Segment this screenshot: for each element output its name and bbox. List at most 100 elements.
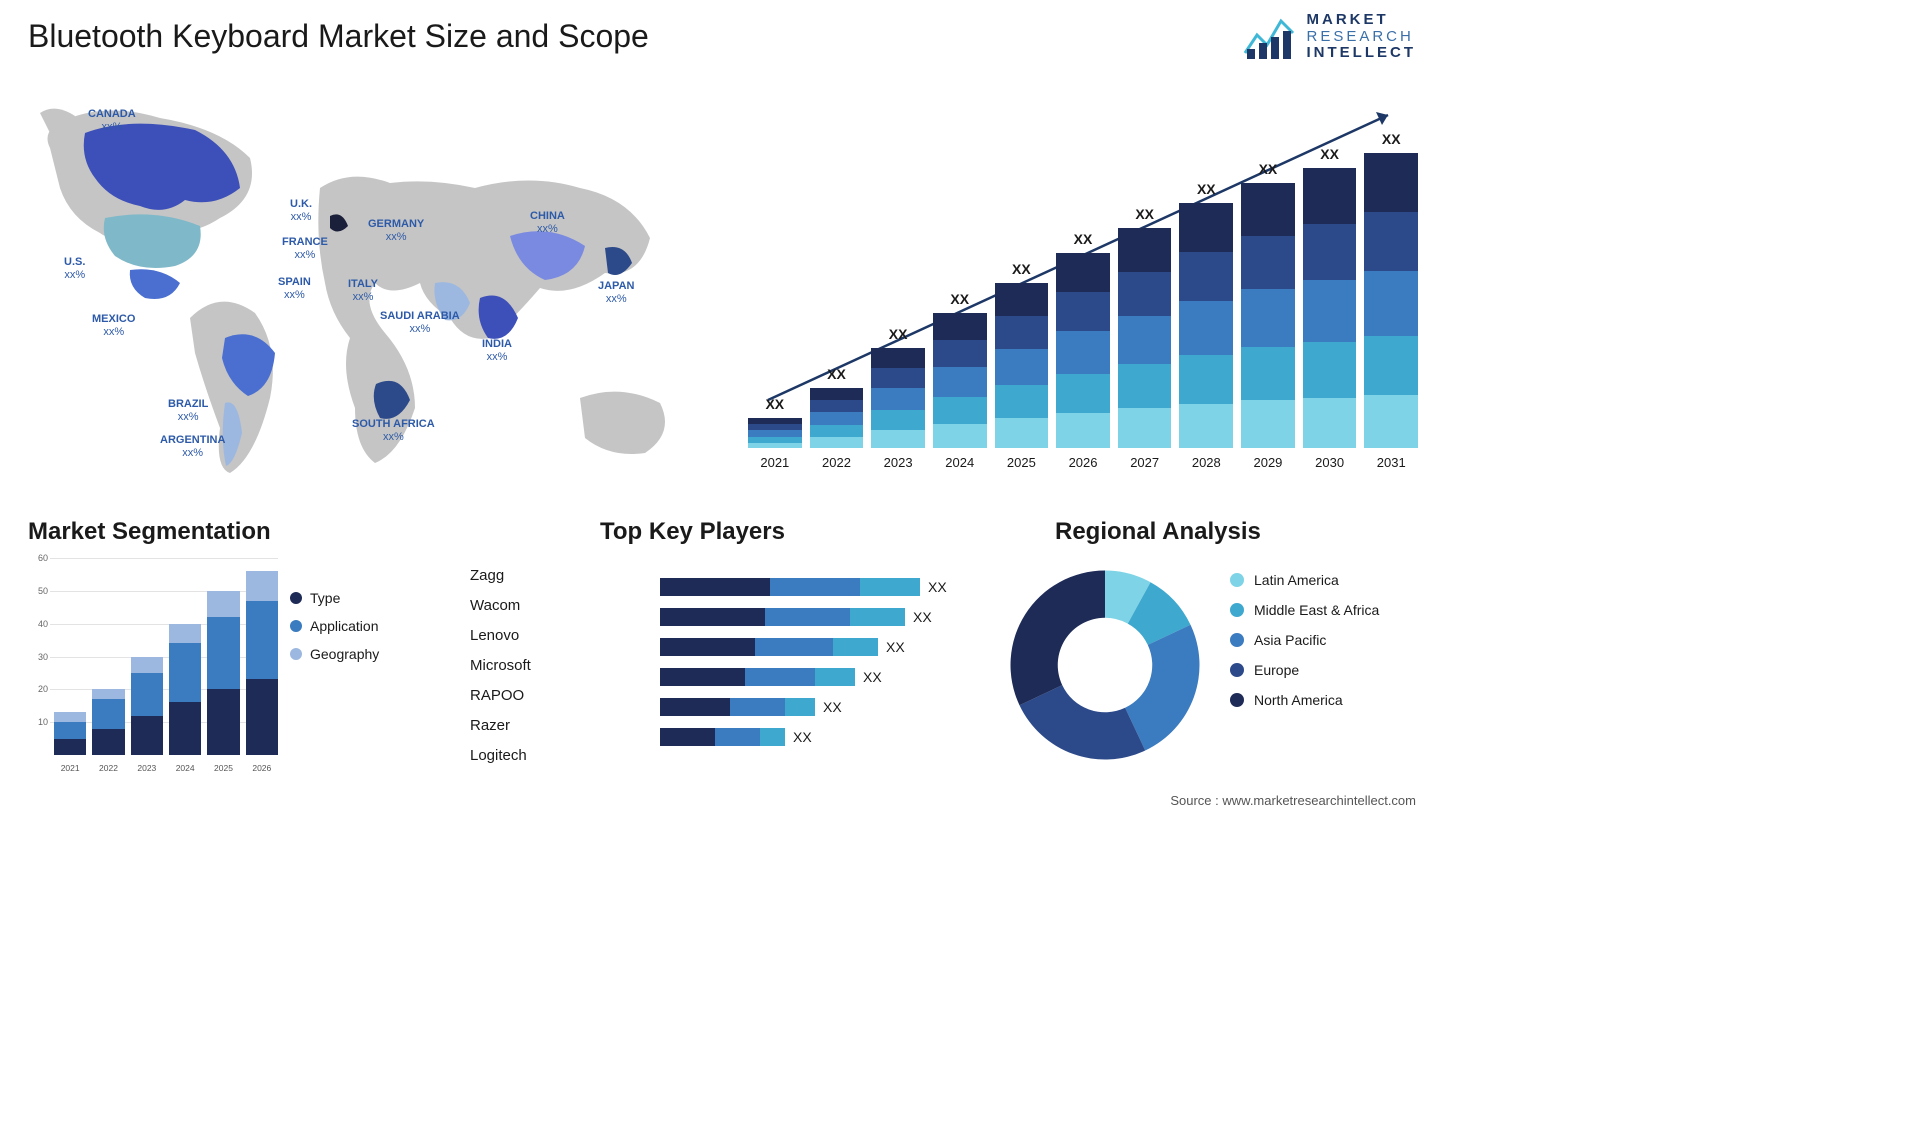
seg-ytick: 40 [38, 619, 48, 629]
map-us [104, 214, 201, 268]
kp-bar-row: XX [660, 662, 980, 692]
seg-legend-item: Application [290, 618, 379, 634]
main-bar-2025: XX [995, 283, 1049, 448]
kp-name: Logitech [470, 740, 531, 770]
kp-name: Razer [470, 710, 531, 740]
map-label-japan: JAPANxx% [598, 280, 634, 306]
seg-bar-2023 [131, 657, 163, 755]
regional-legend-label: Latin America [1254, 572, 1339, 588]
kp-bar-value: XX [928, 579, 947, 595]
kp-bar-value: XX [823, 699, 842, 715]
seg-ytick: 30 [38, 652, 48, 662]
legend-dot-icon [290, 648, 302, 660]
map-label-uk: U.K.xx% [290, 198, 312, 224]
kp-name: Microsoft [470, 650, 531, 680]
seg-ytick: 60 [38, 553, 48, 563]
main-bar-2027: XX [1118, 228, 1172, 448]
seg-legend-label: Geography [310, 646, 379, 662]
main-bar-2021: XX [748, 418, 802, 448]
main-bar-2029: XX [1241, 183, 1295, 448]
regional-legend-label: Europe [1254, 662, 1299, 678]
kp-name: RAPOO [470, 680, 531, 710]
main-bar-value-label: XX [765, 396, 784, 412]
map-label-us: U.S.xx% [64, 256, 85, 282]
seg-xaxis-label: 2023 [131, 763, 163, 773]
seg-xaxis-label: 2026 [246, 763, 278, 773]
map-label-brazil: BRAZILxx% [168, 398, 208, 424]
seg-xaxis-label: 2022 [92, 763, 124, 773]
main-xaxis-label: 2030 [1303, 455, 1357, 470]
legend-dot-icon [1230, 693, 1244, 707]
main-bar-2026: XX [1056, 253, 1110, 448]
logo-line1: MARKET [1307, 12, 1417, 29]
map-label-china: CHINAxx% [530, 210, 565, 236]
logo-line2: RESEARCH [1307, 29, 1417, 46]
logo-mark-icon [1243, 13, 1297, 61]
main-bar-value-label: XX [1012, 261, 1031, 277]
main-bar-2028: XX [1179, 203, 1233, 448]
segmentation-title: Market Segmentation [28, 518, 271, 546]
map-label-argentina: ARGENTINAxx% [160, 434, 225, 460]
seg-bar-2025 [207, 591, 239, 755]
main-bar-value-label: XX [1382, 131, 1401, 147]
legend-dot-icon [1230, 573, 1244, 587]
kp-bar-row: XX [660, 722, 980, 752]
seg-ytick: 20 [38, 684, 48, 694]
seg-legend-item: Type [290, 590, 379, 606]
main-bar-2024: XX [933, 313, 987, 448]
legend-dot-icon [290, 620, 302, 632]
map-label-saudiarabia: SAUDI ARABIAxx% [380, 310, 460, 336]
map-mexico [130, 269, 180, 299]
seg-xaxis-label: 2025 [207, 763, 239, 773]
seg-bar-2024 [169, 624, 201, 755]
regional-legend-item: Latin America [1230, 572, 1379, 588]
main-bar-value-label: XX [1135, 206, 1154, 222]
legend-dot-icon [1230, 663, 1244, 677]
regional-title: Regional Analysis [1055, 518, 1261, 546]
regional-legend-label: Asia Pacific [1254, 632, 1326, 648]
kp-bar-value: XX [913, 609, 932, 625]
seg-ytick: 10 [38, 717, 48, 727]
main-bar-value-label: XX [1320, 146, 1339, 162]
key-players-bars: XX XX XX XX XX XX [660, 572, 980, 752]
map-label-southafrica: SOUTH AFRICAxx% [352, 418, 435, 444]
seg-xaxis-label: 2024 [169, 763, 201, 773]
seg-bar-2021 [54, 712, 86, 755]
kp-bar-row: XX [660, 602, 980, 632]
main-xaxis-label: 2029 [1241, 455, 1295, 470]
main-xaxis-label: 2026 [1056, 455, 1110, 470]
donut-slice [1011, 571, 1106, 706]
regional-legend-label: Middle East & Africa [1254, 602, 1379, 618]
main-xaxis-label: 2027 [1118, 455, 1172, 470]
kp-name: Zagg [470, 560, 531, 590]
main-xaxis-label: 2031 [1364, 455, 1418, 470]
regional-legend-item: Middle East & Africa [1230, 602, 1379, 618]
map-label-india: INDIAxx% [482, 338, 512, 364]
kp-bar-value: XX [793, 729, 812, 745]
segmentation-legend: Type Application Geography [290, 590, 379, 674]
map-label-mexico: MEXICOxx% [92, 313, 135, 339]
map-label-france: FRANCExx% [282, 236, 328, 262]
map-label-spain: SPAINxx% [278, 276, 311, 302]
kp-bar-value: XX [886, 639, 905, 655]
seg-legend-item: Geography [290, 646, 379, 662]
seg-legend-label: Type [310, 590, 340, 606]
regional-legend-item: Asia Pacific [1230, 632, 1379, 648]
main-bar-value-label: XX [1259, 161, 1278, 177]
legend-dot-icon [1230, 603, 1244, 617]
kp-bar-row: XX [660, 692, 980, 722]
main-xaxis-label: 2028 [1179, 455, 1233, 470]
segmentation-chart: 102030405060 202120222023202420252026 [28, 558, 278, 773]
main-bar-value-label: XX [950, 291, 969, 307]
seg-bar-2022 [92, 689, 124, 755]
main-xaxis-label: 2021 [748, 455, 802, 470]
source-attribution: Source : www.marketresearchintellect.com [1170, 793, 1416, 808]
main-bar-2022: XX [810, 388, 864, 448]
regional-legend-item: Europe [1230, 662, 1379, 678]
logo-line3: INTELLECT [1307, 45, 1417, 62]
main-bar-2030: XX [1303, 168, 1357, 448]
world-map: CANADAxx%U.S.xx%MEXICOxx%BRAZILxx%ARGENT… [20, 88, 720, 488]
regional-legend-item: North America [1230, 692, 1379, 708]
main-bar-value-label: XX [889, 326, 908, 342]
seg-bar-2026 [246, 571, 278, 755]
